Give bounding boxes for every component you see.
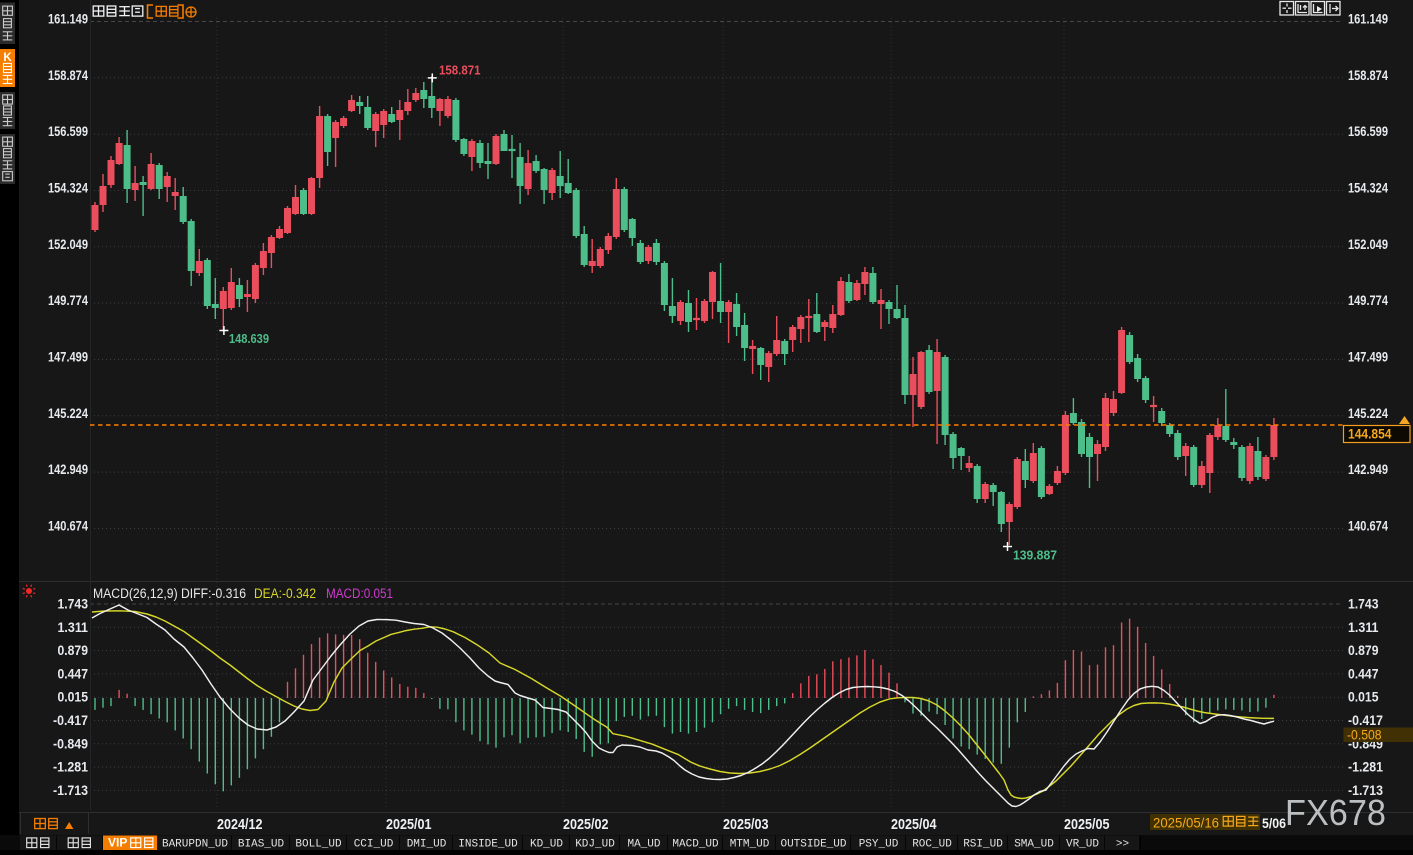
svg-text:158.871: 158.871 [439, 63, 481, 78]
svg-text:144.854: 144.854 [1348, 427, 1392, 442]
svg-text:145.224: 145.224 [48, 406, 88, 421]
svg-text:1.311: 1.311 [58, 620, 89, 635]
svg-text:158.874: 158.874 [48, 68, 88, 83]
svg-text:139.887: 139.887 [1013, 548, 1057, 563]
svg-text:148.639: 148.639 [229, 331, 269, 346]
svg-text:1.743: 1.743 [1348, 597, 1379, 612]
svg-text:ROC_UD: ROC_UD [912, 839, 952, 851]
svg-text:154.324: 154.324 [1348, 181, 1388, 196]
svg-text:BARUPDN_UD: BARUPDN_UD [162, 839, 228, 851]
svg-text:0.447: 0.447 [58, 666, 89, 681]
svg-text:0.447: 0.447 [1348, 666, 1379, 681]
svg-text:CCI_UD: CCI_UD [354, 839, 394, 851]
svg-text:-1.281: -1.281 [1348, 760, 1383, 775]
svg-text:-1.713: -1.713 [53, 783, 88, 798]
svg-text:149.774: 149.774 [48, 293, 88, 308]
svg-text:0.015: 0.015 [58, 690, 89, 705]
svg-text:OUTSIDE_UD: OUTSIDE_UD [780, 839, 846, 851]
svg-text:VR_UD: VR_UD [1066, 839, 1099, 851]
svg-text:MA_UD: MA_UD [627, 839, 660, 851]
svg-text:INSIDE_UD: INSIDE_UD [458, 839, 518, 851]
svg-text:DMI_UD: DMI_UD [407, 839, 447, 851]
svg-text:161.149: 161.149 [1348, 12, 1388, 27]
svg-text:145.224: 145.224 [1348, 406, 1388, 421]
svg-text:VIP: VIP [108, 836, 127, 850]
svg-text:147.499: 147.499 [1348, 350, 1388, 365]
svg-text:142.949: 142.949 [48, 462, 88, 477]
svg-text:2025/02: 2025/02 [563, 816, 609, 833]
svg-text:SMA_UD: SMA_UD [1014, 839, 1054, 851]
svg-text:BIAS_UD: BIAS_UD [238, 839, 285, 851]
svg-text:2025/05/16: 2025/05/16 [1153, 816, 1219, 831]
svg-text:MTM_UD: MTM_UD [730, 839, 770, 851]
svg-text:161.149: 161.149 [48, 12, 88, 27]
svg-text:-0.417: -0.417 [53, 713, 88, 728]
svg-text:2024/12: 2024/12 [217, 816, 263, 833]
svg-text:1.743: 1.743 [58, 597, 89, 612]
svg-text:KDJ_UD: KDJ_UD [575, 839, 615, 851]
svg-text:K: K [3, 52, 12, 64]
svg-text:152.049: 152.049 [1348, 237, 1388, 252]
svg-text:147.499: 147.499 [48, 350, 88, 365]
svg-text:140.674: 140.674 [1348, 519, 1388, 534]
svg-text:KD_UD: KD_UD [530, 839, 563, 851]
svg-text:156.599: 156.599 [48, 124, 88, 139]
svg-text:2025/03: 2025/03 [723, 816, 769, 833]
svg-text:0.015: 0.015 [1348, 690, 1379, 705]
svg-text:MACD(26,12,9) DIFF:-0.316: MACD(26,12,9) DIFF:-0.316 [93, 586, 246, 601]
svg-text:-1.281: -1.281 [53, 760, 88, 775]
svg-text:0.879: 0.879 [58, 643, 89, 658]
svg-text:154.324: 154.324 [48, 181, 88, 196]
svg-text:149.774: 149.774 [1348, 293, 1388, 308]
svg-text:-0.849: -0.849 [53, 736, 88, 751]
svg-text:RSI_UD: RSI_UD [963, 839, 1003, 851]
svg-text:2025/04: 2025/04 [891, 816, 937, 833]
svg-text:BOLL_UD: BOLL_UD [295, 839, 342, 851]
svg-text:0.879: 0.879 [1348, 643, 1379, 658]
svg-text:2025/01: 2025/01 [386, 816, 432, 833]
svg-text:MACD:0.051: MACD:0.051 [326, 586, 393, 601]
svg-text:5/06: 5/06 [1262, 815, 1286, 831]
svg-text:-0.508: -0.508 [1347, 728, 1382, 743]
svg-text:142.949: 142.949 [1348, 462, 1388, 477]
svg-text:-0.417: -0.417 [1348, 713, 1383, 728]
svg-text:MACD_UD: MACD_UD [672, 839, 719, 851]
svg-text:2025/05: 2025/05 [1064, 816, 1110, 833]
svg-text:PSY_UD: PSY_UD [859, 839, 899, 851]
svg-text:1.311: 1.311 [1348, 620, 1379, 635]
svg-text:140.674: 140.674 [48, 519, 88, 534]
svg-text:158.874: 158.874 [1348, 68, 1388, 83]
svg-text:>>: >> [1116, 839, 1129, 851]
svg-text:152.049: 152.049 [48, 237, 88, 252]
svg-text:156.599: 156.599 [1348, 124, 1388, 139]
svg-text:DEA:-0.342: DEA:-0.342 [254, 586, 316, 601]
svg-text:FX678: FX678 [1285, 792, 1386, 833]
